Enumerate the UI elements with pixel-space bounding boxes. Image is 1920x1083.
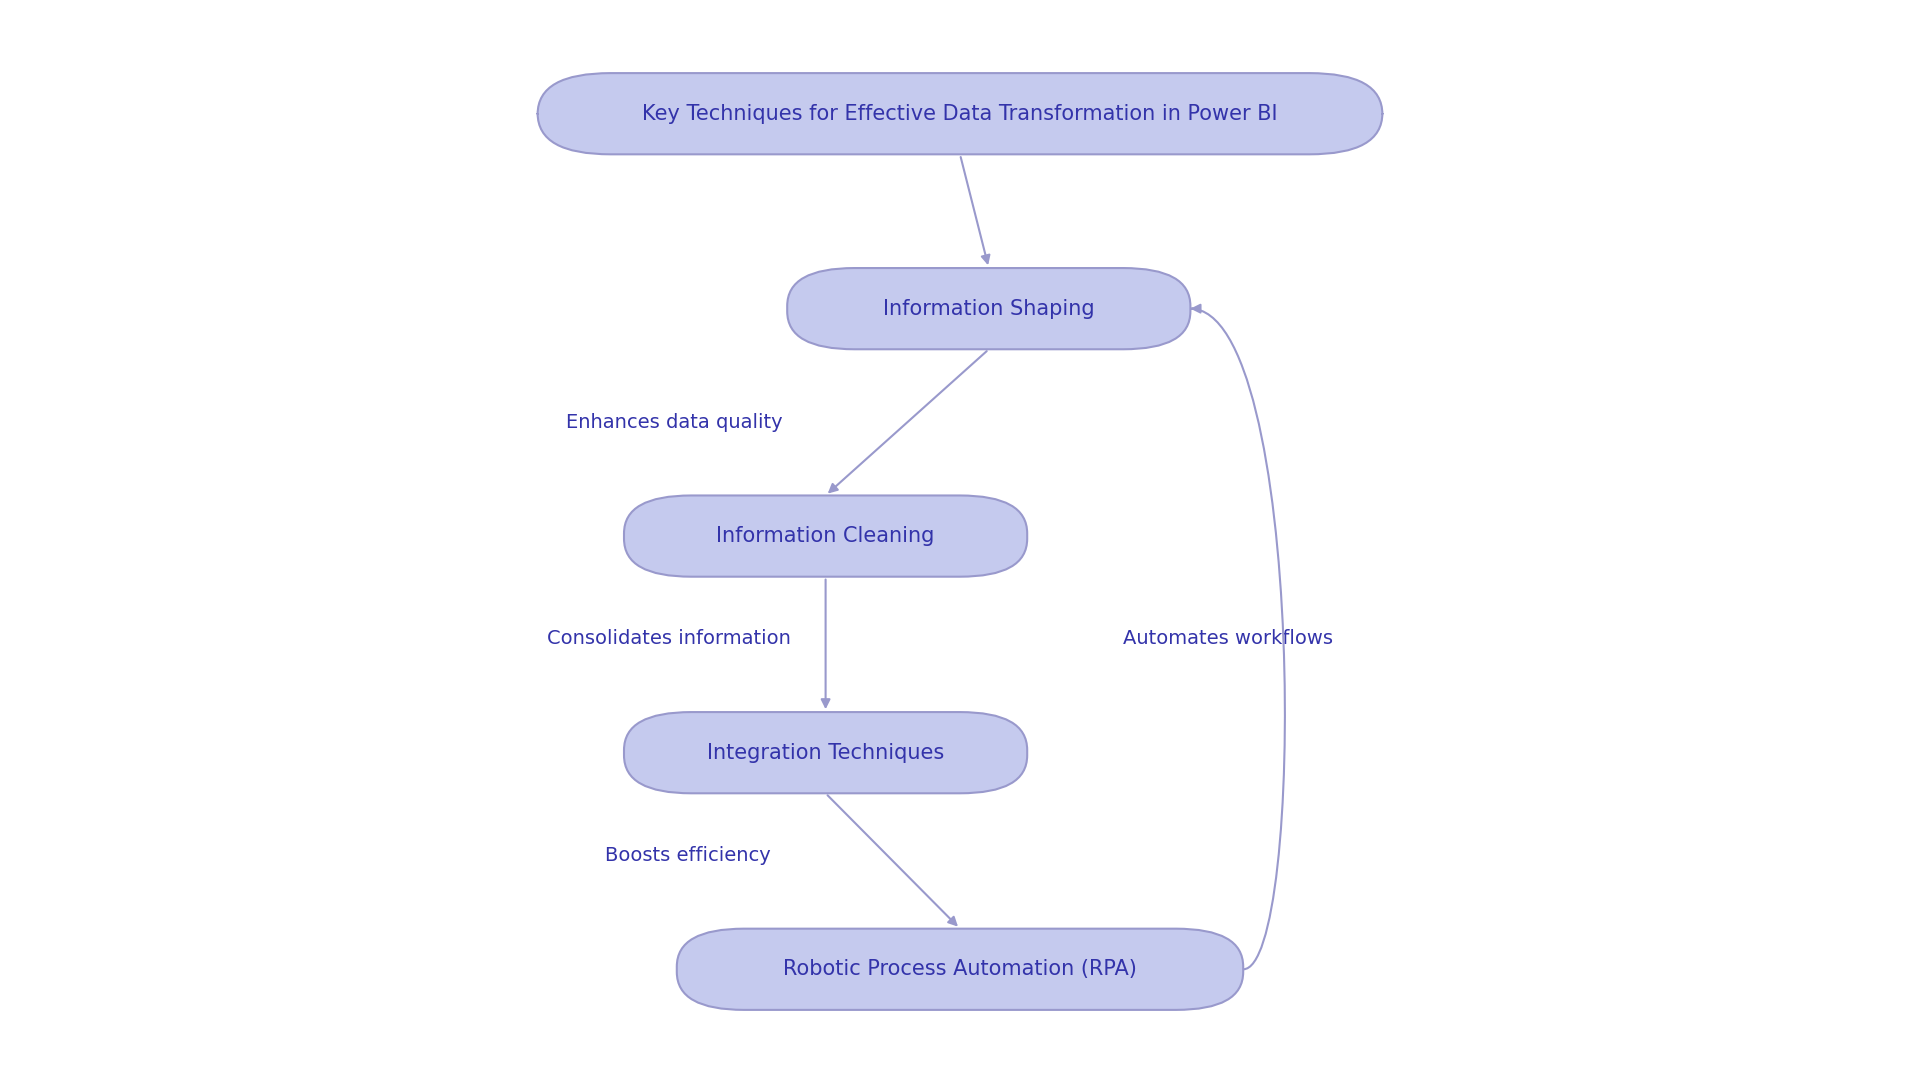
- Text: Consolidates information: Consolidates information: [547, 629, 791, 649]
- FancyBboxPatch shape: [624, 496, 1027, 576]
- FancyBboxPatch shape: [538, 74, 1382, 155]
- Text: Boosts efficiency: Boosts efficiency: [605, 846, 770, 865]
- Text: Information Cleaning: Information Cleaning: [716, 526, 935, 546]
- Text: Key Techniques for Effective Data Transformation in Power BI: Key Techniques for Effective Data Transf…: [643, 104, 1277, 123]
- FancyBboxPatch shape: [787, 269, 1190, 349]
- Text: Information Shaping: Information Shaping: [883, 299, 1094, 318]
- FancyBboxPatch shape: [678, 928, 1242, 1009]
- Text: Robotic Process Automation (RPA): Robotic Process Automation (RPA): [783, 960, 1137, 979]
- Text: Enhances data quality: Enhances data quality: [566, 413, 783, 432]
- Text: Automates workflows: Automates workflows: [1123, 629, 1332, 649]
- Text: Integration Techniques: Integration Techniques: [707, 743, 945, 762]
- FancyBboxPatch shape: [624, 713, 1027, 793]
